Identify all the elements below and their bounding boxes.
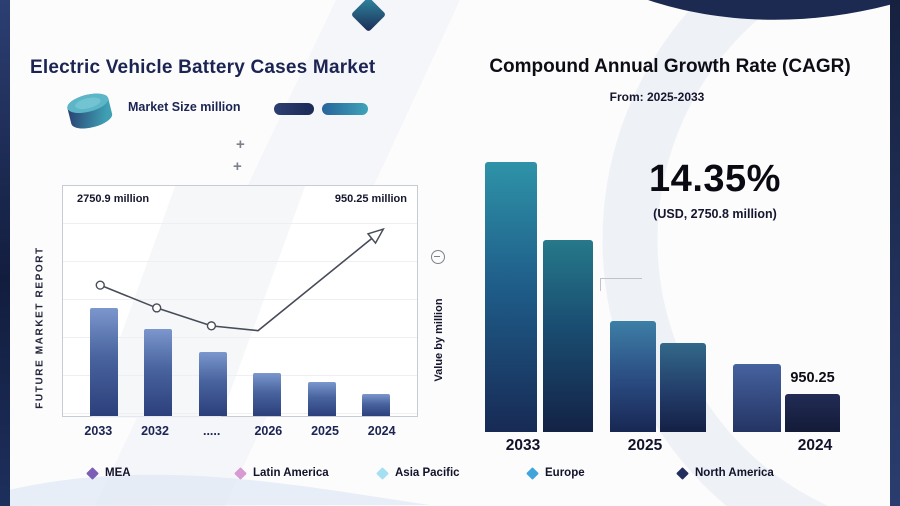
circle-minus-icon [431, 250, 445, 264]
cagr-note: (USD, 2750.8 million) [653, 207, 777, 221]
left-chart-bars [63, 186, 417, 416]
cylinder-icon [67, 93, 113, 129]
cagr-value: 14.35% [649, 158, 781, 200]
legend-label: MEA [105, 467, 131, 479]
diamond-icon [234, 466, 247, 480]
right-chart-bar [610, 321, 656, 432]
left-chart-category-label: 2032 [141, 424, 169, 438]
right-chart-bar [485, 162, 537, 432]
right-subtitle: From: 2025-2033 [609, 90, 705, 104]
right-chart-category-label: 2025 [627, 437, 663, 454]
legend-item: Europe [526, 466, 585, 480]
plus-decor: + [236, 136, 245, 153]
market-size-legend-label: Market Size million [128, 100, 241, 114]
market-size-chart: 2750.9 million 950.25 million [62, 185, 418, 418]
left-chart-bar [253, 373, 282, 416]
watermark-label: FUTURE MARKET REPORT [34, 246, 46, 409]
bottom-legend: MEA Latin America Asia Pacific Europe North … [0, 466, 900, 491]
legend-pill-dark [274, 103, 314, 115]
diamond-decor [350, 0, 387, 33]
left-chart-category-label: 2024 [367, 424, 396, 438]
trend-arrow-svg [95, 186, 417, 332]
diamond-icon [376, 466, 389, 480]
diamond-icon [526, 466, 539, 480]
left-chart-category-label: 2025 [311, 424, 339, 438]
legend-item: Latin America [234, 466, 329, 480]
right-chart-bar-annotation: 950.25 [790, 370, 835, 387]
right-chart-category-label: 2024 [797, 437, 833, 454]
right-chart-categories: 2033 2025 2024 [485, 437, 845, 459]
left-chart-bar [307, 381, 336, 416]
left-chart-bar [90, 307, 118, 416]
right-chart-bars: 950.25 [485, 160, 845, 432]
diamond-icon [676, 466, 689, 480]
right-chart-category-label: 2033 [505, 437, 541, 454]
legend-label: Europe [545, 467, 585, 479]
left-chart-category-label: 2033 [84, 424, 113, 438]
diamond-icon [86, 466, 99, 480]
bracket-decor [600, 278, 642, 291]
plus-decor: + [233, 158, 242, 175]
left-chart-categories: 2033 2032..... 2026 2025 2024 [62, 424, 418, 438]
left-title: Electric Vehicle Battery Cases Market [30, 57, 376, 78]
legend-pill-teal [322, 103, 368, 115]
right-chart-bar [733, 364, 781, 432]
left-chart-category-label: ..... [202, 424, 221, 438]
right-edge-bar [890, 0, 900, 506]
right-chart-bar [785, 394, 840, 432]
chart-annotation-start: 2750.9 million [77, 193, 150, 205]
left-chart-bar [198, 351, 227, 416]
right-chart-bar [543, 240, 593, 432]
legend-item: North America [676, 466, 774, 480]
right-title: Compound Annual Growth Rate (CAGR) [489, 56, 851, 77]
legend-label: North America [695, 467, 774, 479]
legend-label: Asia Pacific [395, 467, 460, 479]
left-chart-category-label: 2026 [254, 424, 283, 438]
right-chart-bar [660, 343, 706, 432]
legend-label: Latin America [253, 467, 329, 479]
right-chart-ylabel: Value by million [433, 298, 445, 382]
left-chart-bar [144, 328, 173, 416]
legend-item: Asia Pacific [376, 466, 460, 480]
legend-item: MEA [86, 466, 131, 480]
left-chart-bar [361, 394, 390, 416]
left-edge-bar [0, 0, 10, 506]
chart-annotation-end: 950.25 million [334, 193, 407, 205]
chart-gridlines [63, 186, 417, 416]
